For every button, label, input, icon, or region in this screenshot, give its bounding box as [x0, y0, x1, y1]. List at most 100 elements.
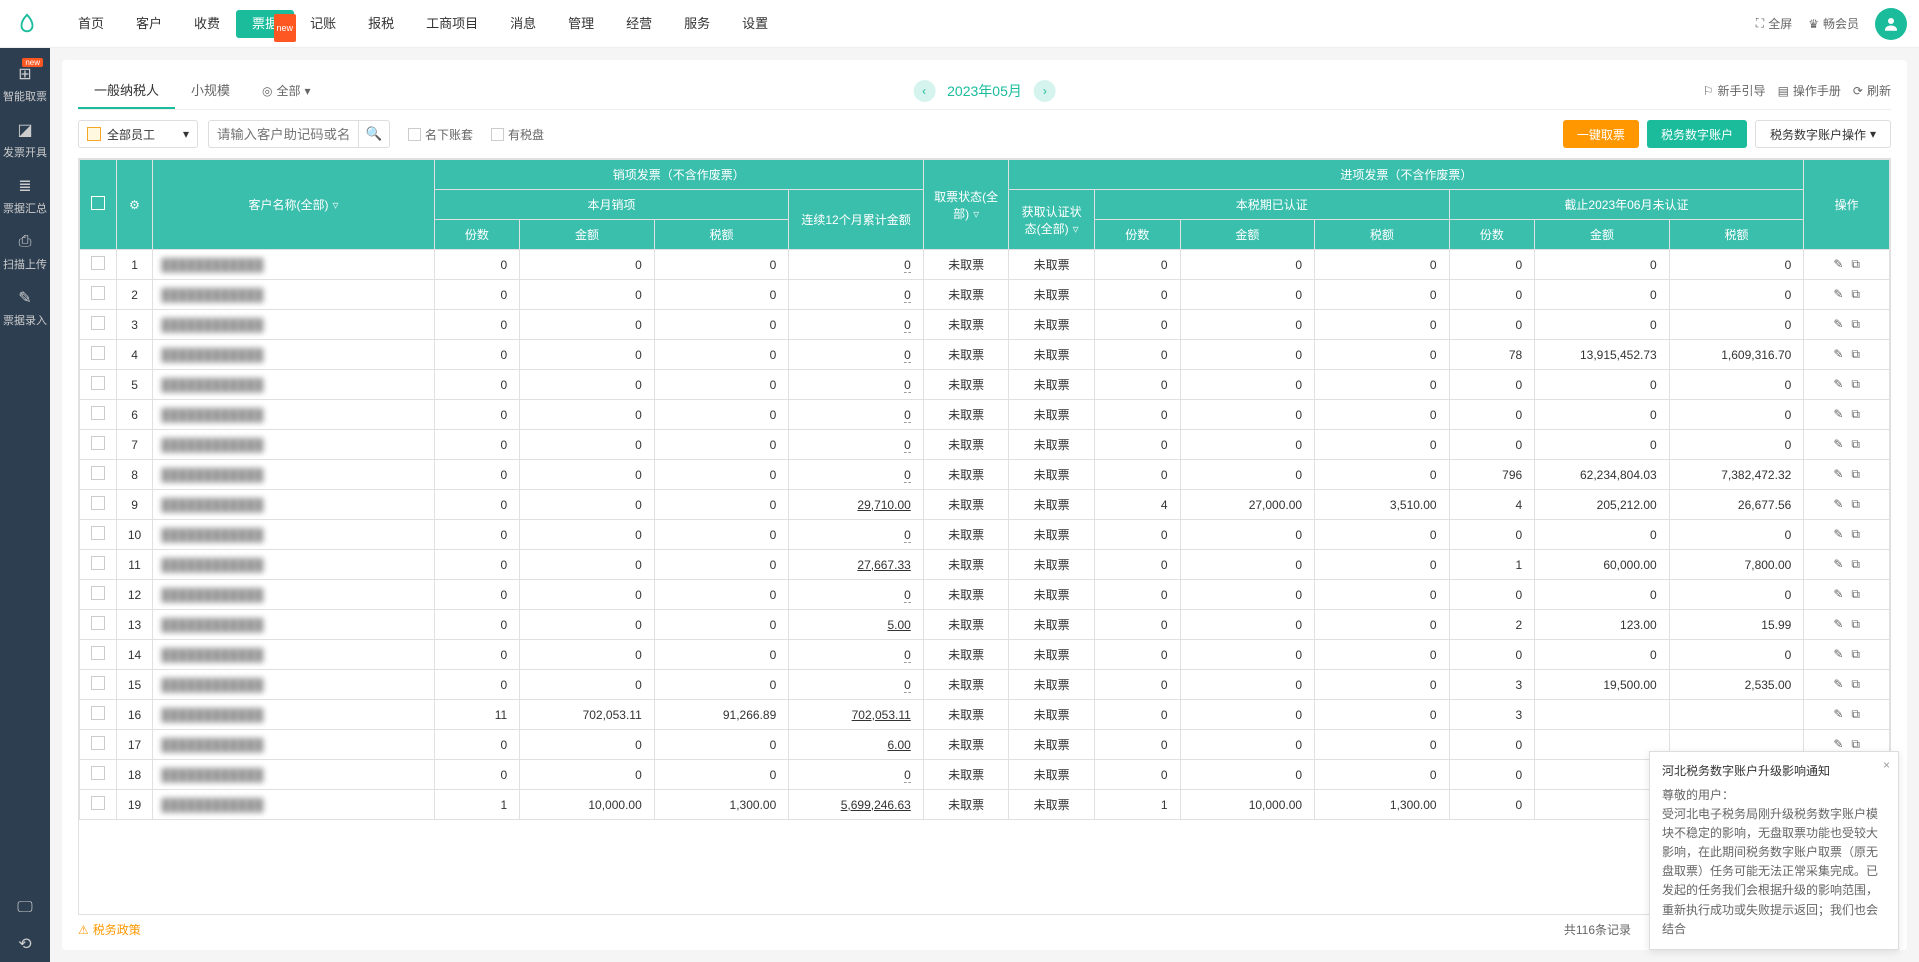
- view-icon[interactable]: ⧉: [1851, 617, 1860, 632]
- cell-cum[interactable]: 0: [789, 310, 924, 340]
- close-icon[interactable]: ×: [1883, 756, 1890, 775]
- cell-cum[interactable]: 5,699,246.63: [789, 790, 924, 820]
- cell-cum[interactable]: 0: [789, 640, 924, 670]
- row-checkbox[interactable]: [80, 700, 117, 730]
- row-checkbox[interactable]: [80, 490, 117, 520]
- cell-cum[interactable]: 0: [789, 250, 924, 280]
- row-checkbox[interactable]: [80, 520, 117, 550]
- sidebar-item-3[interactable]: ⎙扫描上传: [3, 224, 47, 280]
- edit-icon[interactable]: ✎: [1833, 677, 1843, 692]
- nav-item-7[interactable]: 消息: [494, 0, 552, 48]
- fullscreen-button[interactable]: ⛶ 全屏: [1756, 15, 1792, 32]
- customer-name[interactable]: ████████████: [153, 550, 434, 580]
- has-disk-checkbox[interactable]: 有税盘: [491, 126, 544, 143]
- edit-icon[interactable]: ✎: [1833, 467, 1843, 482]
- customer-name[interactable]: ████████████: [153, 640, 434, 670]
- fetch-status-header[interactable]: 取票状态(全部)▿: [923, 160, 1009, 250]
- cell-cum[interactable]: 0: [789, 670, 924, 700]
- nav-item-0[interactable]: 首页: [62, 0, 120, 48]
- row-checkbox[interactable]: [80, 400, 117, 430]
- row-checkbox[interactable]: [80, 610, 117, 640]
- logo[interactable]: [12, 9, 42, 39]
- edit-icon[interactable]: ✎: [1833, 527, 1843, 542]
- customer-name[interactable]: ████████████: [153, 460, 434, 490]
- scope-selector[interactable]: ◎ 全部 ▾: [262, 82, 311, 99]
- edit-icon[interactable]: ✎: [1833, 707, 1843, 722]
- edit-icon[interactable]: ✎: [1833, 437, 1843, 452]
- view-icon[interactable]: ⧉: [1851, 707, 1860, 722]
- nav-item-8[interactable]: 管理: [552, 0, 610, 48]
- cell-cum[interactable]: 0: [789, 520, 924, 550]
- cell-cum[interactable]: 702,053.11: [789, 700, 924, 730]
- row-checkbox[interactable]: [80, 550, 117, 580]
- row-checkbox[interactable]: [80, 670, 117, 700]
- customer-name[interactable]: ████████████: [153, 760, 434, 790]
- customer-name[interactable]: ████████████: [153, 580, 434, 610]
- edit-icon[interactable]: ✎: [1833, 347, 1843, 362]
- row-checkbox[interactable]: [80, 730, 117, 760]
- fetch-all-button[interactable]: 一键取票: [1563, 120, 1639, 148]
- nav-item-11[interactable]: 设置: [726, 0, 784, 48]
- view-icon[interactable]: ⧉: [1851, 497, 1860, 512]
- view-icon[interactable]: ⧉: [1851, 737, 1860, 752]
- cell-cum[interactable]: 29,710.00: [789, 490, 924, 520]
- tab-0[interactable]: 一般纳税人: [78, 72, 175, 109]
- nav-item-3[interactable]: 票据new: [236, 10, 294, 38]
- avatar[interactable]: [1875, 8, 1907, 40]
- customer-name[interactable]: ████████████: [153, 280, 434, 310]
- sidebar-item-4[interactable]: ✎票据录入: [3, 280, 47, 336]
- customer-name[interactable]: ████████████: [153, 520, 434, 550]
- row-checkbox[interactable]: [80, 640, 117, 670]
- nav-item-5[interactable]: 报税: [352, 0, 410, 48]
- cell-cum[interactable]: 5.00: [789, 610, 924, 640]
- edit-icon[interactable]: ✎: [1833, 587, 1843, 602]
- edit-icon[interactable]: ✎: [1833, 377, 1843, 392]
- cell-cum[interactable]: 0: [789, 370, 924, 400]
- sidebar-item-1[interactable]: ◪发票开具: [3, 112, 47, 168]
- customer-name[interactable]: ████████████: [153, 700, 434, 730]
- select-all-header[interactable]: [80, 160, 117, 250]
- customer-name[interactable]: ████████████: [153, 490, 434, 520]
- sidebar-item-2[interactable]: ≣票据汇总: [3, 168, 47, 224]
- customer-name[interactable]: ████████████: [153, 310, 434, 340]
- cell-cum[interactable]: 0: [789, 580, 924, 610]
- row-checkbox[interactable]: [80, 340, 117, 370]
- view-icon[interactable]: ⧉: [1851, 587, 1860, 602]
- view-icon[interactable]: ⧉: [1851, 347, 1860, 362]
- edit-icon[interactable]: ✎: [1833, 407, 1843, 422]
- row-checkbox[interactable]: [80, 790, 117, 820]
- row-checkbox[interactable]: [80, 460, 117, 490]
- row-checkbox[interactable]: [80, 760, 117, 790]
- edit-icon[interactable]: ✎: [1833, 557, 1843, 572]
- filter-icon[interactable]: ▿: [332, 198, 338, 212]
- edit-icon[interactable]: ✎: [1833, 257, 1843, 272]
- cell-cum[interactable]: 27,667.33: [789, 550, 924, 580]
- period-prev-button[interactable]: ‹: [913, 80, 935, 102]
- customer-name[interactable]: ████████████: [153, 790, 434, 820]
- nav-item-2[interactable]: 收费: [178, 0, 236, 48]
- edit-icon[interactable]: ✎: [1833, 617, 1843, 632]
- guide-link[interactable]: ⚐新手引导: [1703, 82, 1766, 99]
- sidebar-item-0[interactable]: ⊞智能取票new: [3, 56, 47, 112]
- edit-icon[interactable]: ✎: [1833, 497, 1843, 512]
- customer-name[interactable]: ████████████: [153, 400, 434, 430]
- cell-cum[interactable]: 0: [789, 430, 924, 460]
- cell-cum[interactable]: 0: [789, 340, 924, 370]
- view-icon[interactable]: ⧉: [1851, 407, 1860, 422]
- customer-name[interactable]: ████████████: [153, 730, 434, 760]
- manual-link[interactable]: ▤操作手册: [1778, 82, 1841, 99]
- sidebar-bottom-0[interactable]: 🖵: [0, 890, 50, 926]
- view-icon[interactable]: ⧉: [1851, 437, 1860, 452]
- employee-checkbox[interactable]: [87, 127, 101, 141]
- nav-item-9[interactable]: 经营: [610, 0, 668, 48]
- customer-name[interactable]: ████████████: [153, 670, 434, 700]
- employee-select[interactable]: 全部员工 ▾: [78, 120, 198, 148]
- view-icon[interactable]: ⧉: [1851, 527, 1860, 542]
- cell-cum[interactable]: 0: [789, 280, 924, 310]
- customer-name[interactable]: ████████████: [153, 370, 434, 400]
- view-icon[interactable]: ⧉: [1851, 317, 1860, 332]
- nav-item-4[interactable]: 记账: [294, 0, 352, 48]
- cell-cum[interactable]: 0: [789, 760, 924, 790]
- nav-item-1[interactable]: 客户: [120, 0, 178, 48]
- filter-icon[interactable]: ▿: [1073, 222, 1079, 236]
